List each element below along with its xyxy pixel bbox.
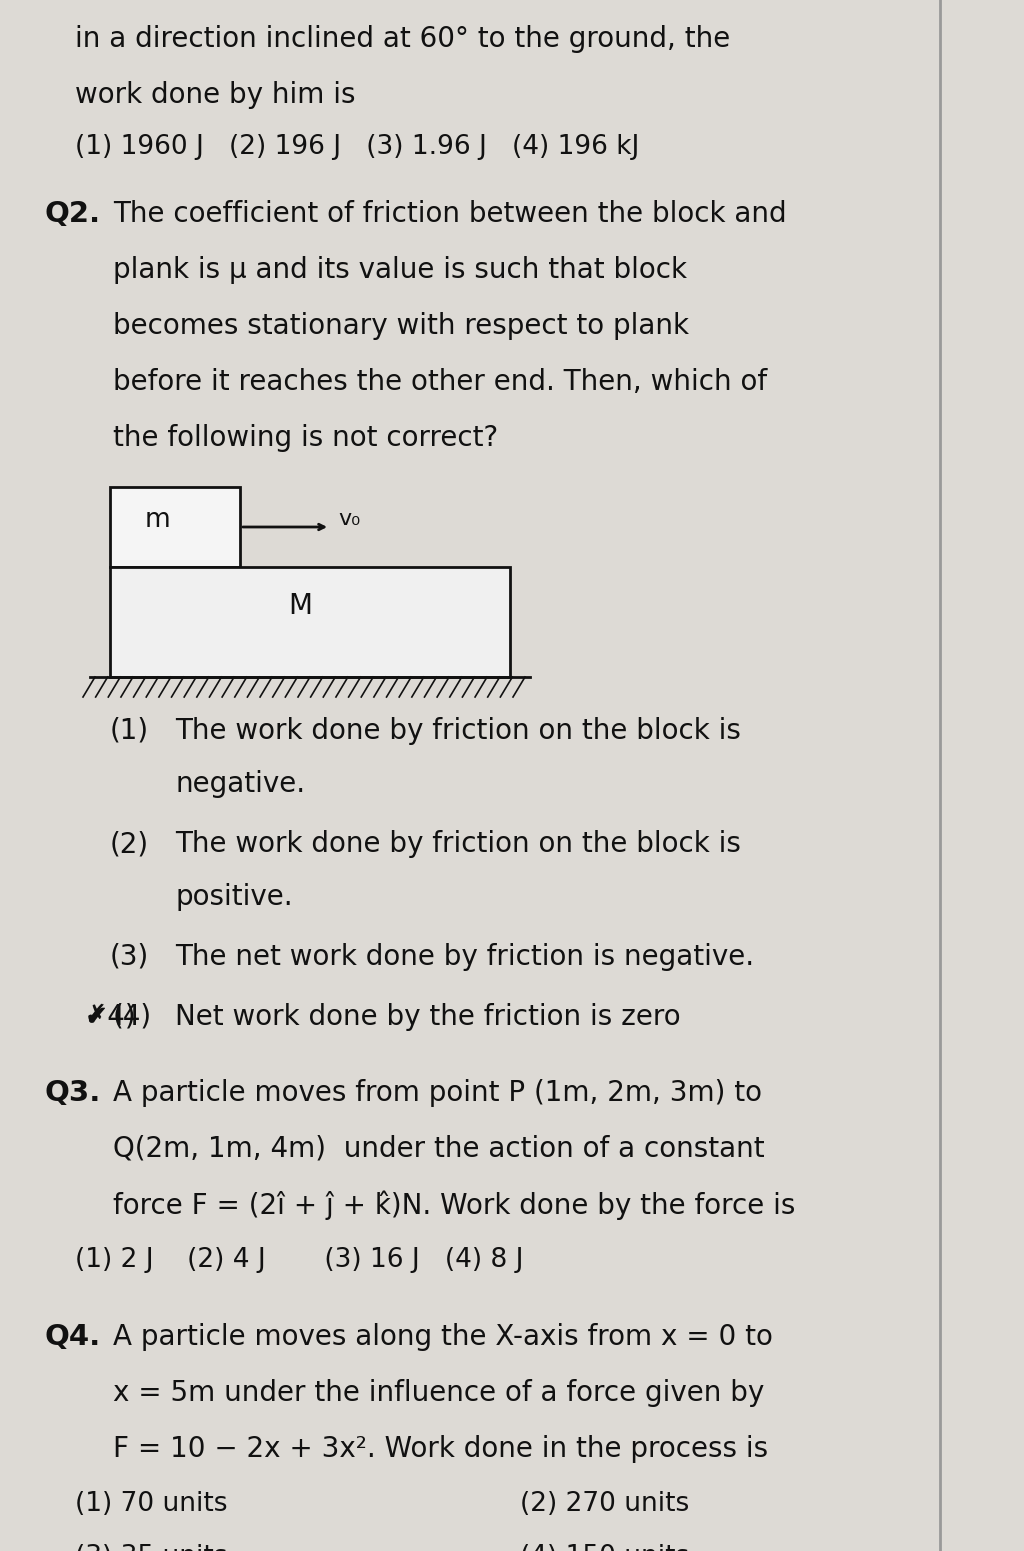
Text: (2): (2)	[110, 830, 150, 858]
Text: (2) 270 units: (2) 270 units	[520, 1491, 689, 1517]
Text: (4) 150 units: (4) 150 units	[520, 1543, 689, 1551]
Text: M: M	[288, 592, 312, 620]
Text: (1) 70 units: (1) 70 units	[75, 1491, 227, 1517]
Text: m: m	[145, 507, 171, 534]
Text: plank is μ and its value is such that block: plank is μ and its value is such that bl…	[113, 256, 687, 284]
Text: (3): (3)	[110, 943, 150, 971]
Text: A particle moves from point P (1m, 2m, 3m) to: A particle moves from point P (1m, 2m, 3…	[113, 1079, 762, 1107]
Text: positive.: positive.	[175, 883, 293, 910]
Bar	[110, 568, 510, 676]
Text: in a direction inclined at 60° to the ground, the: in a direction inclined at 60° to the gr…	[75, 25, 730, 53]
Text: F = 10 − 2x + 3x². Work done in the process is: F = 10 − 2x + 3x². Work done in the proc…	[113, 1435, 768, 1463]
Text: Q4.: Q4.	[45, 1323, 101, 1351]
Text: The work done by friction on the block is: The work done by friction on the block i…	[175, 830, 741, 858]
Text: (1): (1)	[110, 717, 150, 744]
Text: The work done by friction on the block is: The work done by friction on the block i…	[175, 717, 741, 744]
Text: The net work done by friction is negative.: The net work done by friction is negativ…	[175, 943, 754, 971]
Text: (1) 2 J    (2) 4 J       (3) 16 J   (4) 8 J: (1) 2 J (2) 4 J (3) 16 J (4) 8 J	[75, 1247, 523, 1273]
Text: work done by him is: work done by him is	[75, 81, 355, 109]
Text: ✔4): ✔4)	[85, 1003, 136, 1031]
Text: Q3.: Q3.	[45, 1079, 101, 1107]
Text: before it reaches the other end. Then, which of: before it reaches the other end. Then, w…	[113, 368, 767, 396]
Text: (4): (4)	[113, 1003, 153, 1031]
Text: Q2.: Q2.	[45, 200, 101, 228]
Text: becomes stationary with respect to plank: becomes stationary with respect to plank	[113, 312, 689, 340]
Text: ✗: ✗	[85, 1003, 106, 1027]
Text: (1) 1960 J   (2) 196 J   (3) 1.96 J   (4) 196 kJ: (1) 1960 J (2) 196 J (3) 1.96 J (4) 196 …	[75, 133, 639, 160]
Text: Q(2m, 1m, 4m)  under the action of a constant: Q(2m, 1m, 4m) under the action of a cons…	[113, 1135, 765, 1163]
Text: The coefficient of friction between the block and: The coefficient of friction between the …	[113, 200, 786, 228]
Text: (3) 35 units: (3) 35 units	[75, 1543, 227, 1551]
Text: negative.: negative.	[175, 769, 305, 799]
Text: the following is not correct?: the following is not correct?	[113, 423, 499, 451]
Text: Net work done by the friction is zero: Net work done by the friction is zero	[175, 1003, 681, 1031]
Text: x = 5m under the influence of a force given by: x = 5m under the influence of a force gi…	[113, 1379, 764, 1407]
Text: force F = (2î + ĵ + k̂)N. Work done by the force is: force F = (2î + ĵ + k̂)N. Work done by t…	[113, 1191, 796, 1221]
Bar	[110, 487, 240, 568]
Text: v₀: v₀	[338, 509, 360, 529]
Text: A particle moves along the X-axis from x = 0 to: A particle moves along the X-axis from x…	[113, 1323, 773, 1351]
